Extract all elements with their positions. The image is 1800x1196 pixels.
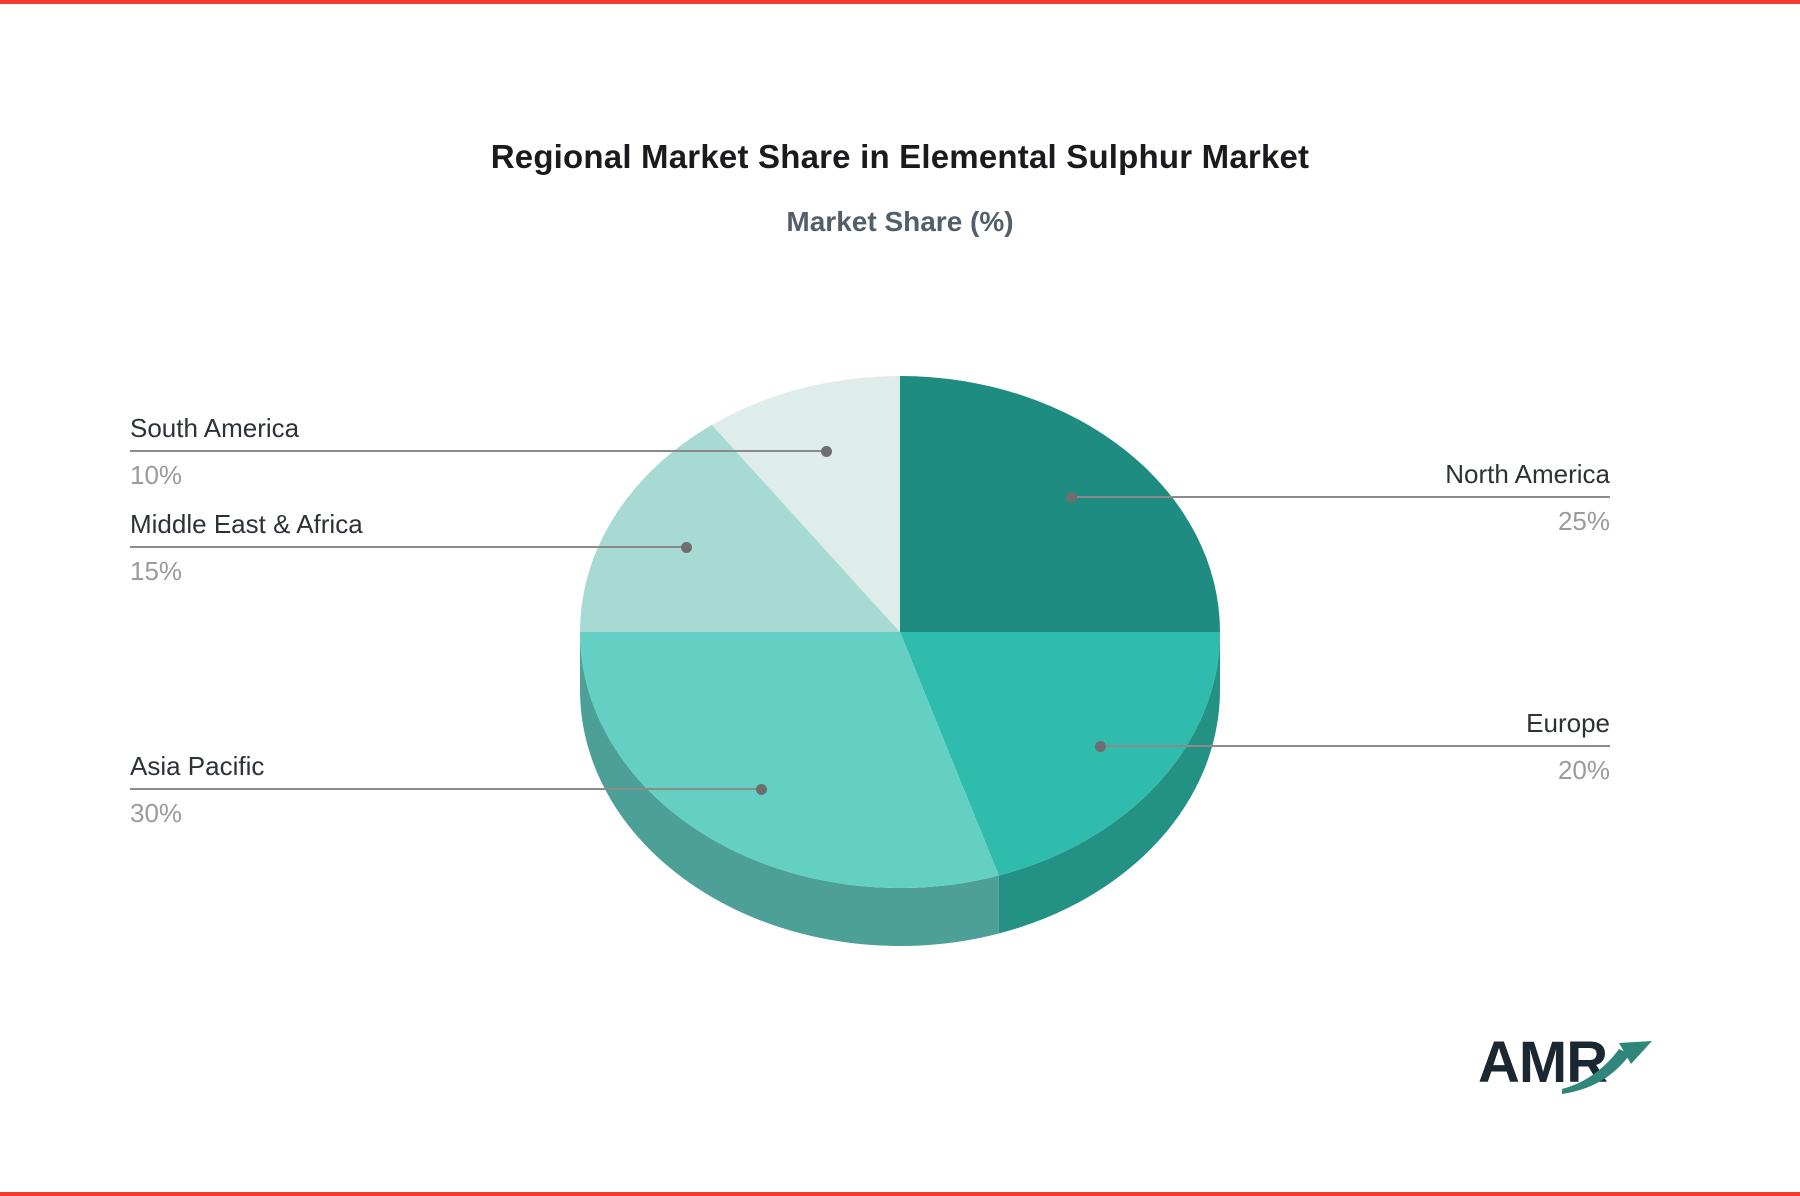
leader-line	[130, 788, 762, 790]
leader-dot	[821, 446, 832, 457]
slice-label: Europe	[1526, 708, 1610, 738]
callout-asia-pacific: Asia Pacific 30%	[130, 751, 767, 828]
slice-value: 10%	[130, 460, 183, 490]
leader-dot	[681, 542, 692, 553]
slice-label: North America	[1445, 459, 1610, 489]
leader-dot	[1066, 492, 1077, 503]
leader-line	[130, 450, 827, 452]
callout-europe: Europe 20%	[1095, 708, 1610, 785]
callout-middle-east-africa: Middle East & Africa 15%	[130, 509, 692, 586]
bottom-edge-bar	[0, 1192, 1800, 1196]
top-edge-bar	[0, 0, 1800, 4]
chart-title: Regional Market Share in Elemental Sulph…	[490, 138, 1310, 175]
leader-dot	[1095, 741, 1106, 752]
leader-line	[130, 546, 687, 548]
amr-logo: AMR	[1478, 1034, 1658, 1114]
leader-line	[1100, 745, 1610, 747]
logo-arrow-icon	[1562, 1041, 1652, 1094]
slice-value: 25%	[1557, 506, 1610, 536]
leader-dot	[756, 784, 767, 795]
slice-label: Asia Pacific	[130, 751, 265, 781]
leader-line	[1071, 496, 1610, 498]
slice-label: South America	[130, 413, 300, 443]
callout-north-america: North America 25%	[1066, 459, 1610, 536]
chart-subtitle: Market Share (%)	[786, 206, 1014, 237]
slice-value: 15%	[130, 556, 183, 586]
slice-value: 20%	[1557, 755, 1610, 785]
slice-value: 30%	[130, 798, 183, 828]
callout-south-america: South America 10%	[130, 413, 832, 490]
slice-label: Middle East & Africa	[130, 509, 363, 539]
